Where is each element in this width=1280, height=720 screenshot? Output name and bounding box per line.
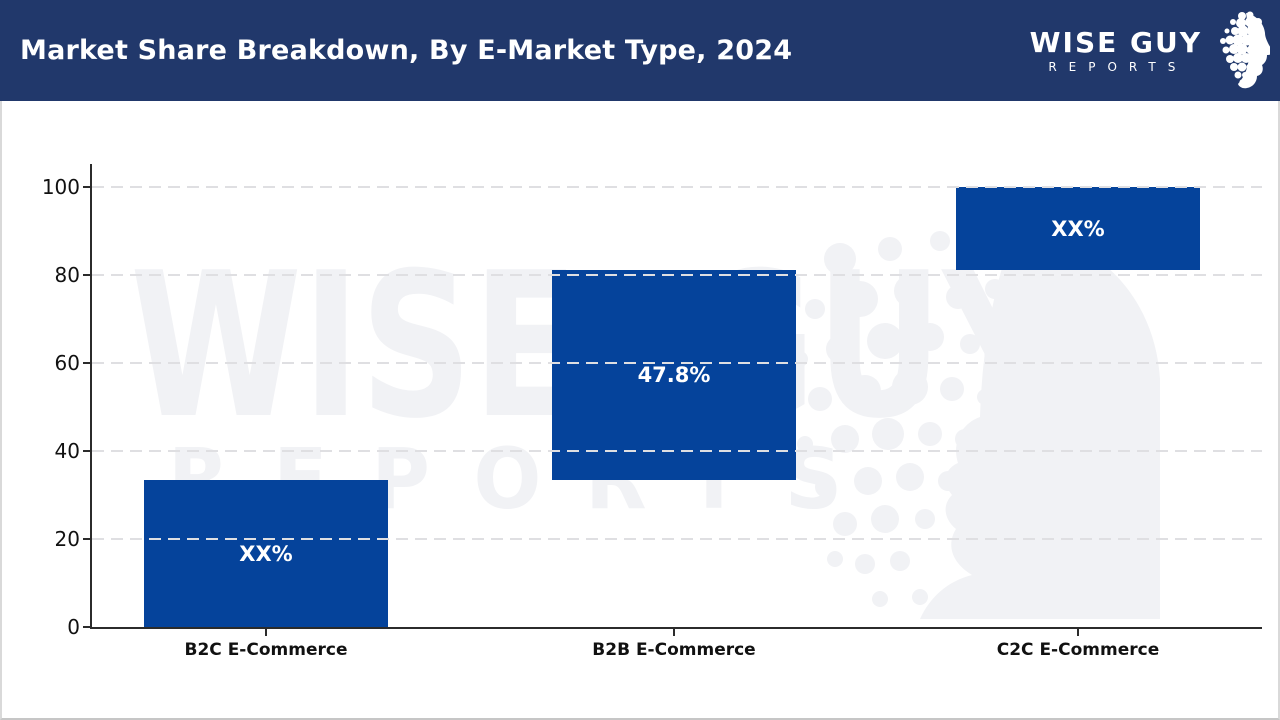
x-tick-2 xyxy=(673,629,675,636)
y-tick-label-80: 80 xyxy=(54,263,80,287)
bar-value-label: 47.8% xyxy=(637,363,711,388)
y-tick-label-60: 60 xyxy=(54,351,80,375)
gridline-20 xyxy=(92,538,1262,540)
y-tick-label-0: 0 xyxy=(67,615,80,639)
bar-value-label: XX% xyxy=(239,541,293,566)
gridline-60 xyxy=(92,362,1262,364)
gridline-40 xyxy=(92,450,1262,452)
logo-wordmark: WISE GUY xyxy=(1029,25,1202,59)
plot-area: XX% 47.8% XX% 0 20 40 60 80 100 B2C E-Commerce B2B… xyxy=(2,101,1280,720)
bar-c2c-e-commerce xyxy=(956,187,1200,271)
gridline-100 xyxy=(92,186,1262,188)
chart-title: Market Share Breakdown, By E-Market Type… xyxy=(20,35,793,66)
header-bar: Market Share Breakdown, By E-Market Type… xyxy=(0,0,1280,101)
x-tick-3 xyxy=(1077,629,1079,636)
x-category-label: B2C E-Commerce xyxy=(184,640,348,660)
y-tick-100 xyxy=(83,186,90,188)
chart-canvas: WISE GUY REPORTS XX% 47.8% XX% 0 20 40 60 80 100… xyxy=(0,101,1280,720)
y-tick-20 xyxy=(83,538,90,540)
x-category-label: B2B E-Commerce xyxy=(592,640,756,660)
logo-head-icon xyxy=(1220,11,1270,88)
gridline-80 xyxy=(92,274,1262,276)
bar-value-label: XX% xyxy=(1051,216,1105,241)
x-category-label: C2C E-Commerce xyxy=(996,640,1160,660)
bar-b2c-e-commerce xyxy=(144,480,388,627)
y-tick-label-20: 20 xyxy=(54,527,80,551)
y-axis-line xyxy=(90,164,92,629)
bar-b2b-e-commerce xyxy=(552,270,796,481)
x-axis-line xyxy=(90,627,1262,629)
brand-logo-text: WISE GUY REPORTS xyxy=(1029,25,1202,74)
logo-subtext: REPORTS xyxy=(1048,59,1188,74)
y-tick-80 xyxy=(83,274,90,276)
y-tick-0 xyxy=(83,626,90,628)
y-tick-40 xyxy=(83,450,90,452)
x-tick-1 xyxy=(265,629,267,636)
y-tick-label-100: 100 xyxy=(41,175,80,199)
y-tick-60 xyxy=(83,362,90,364)
y-tick-label-40: 40 xyxy=(54,439,80,463)
brand-logo: WISE GUY REPORTS xyxy=(1030,9,1280,93)
watermark-head-icon xyxy=(792,229,1160,619)
